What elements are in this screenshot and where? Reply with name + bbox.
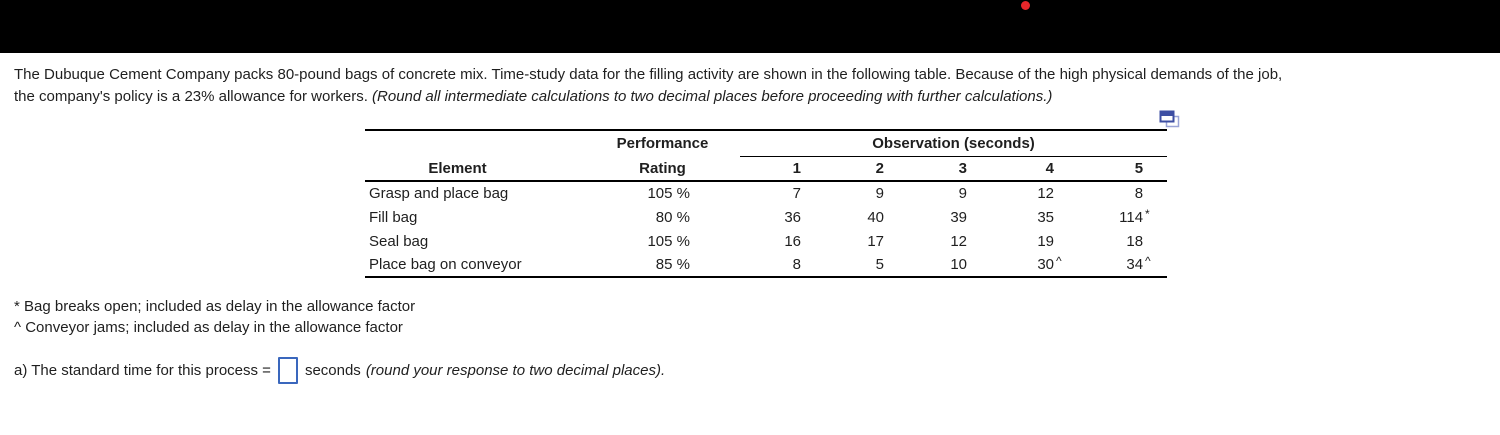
recording-dot-icon — [1021, 1, 1030, 10]
obs-value: 39 — [950, 208, 967, 226]
obs-value: 19 — [1037, 232, 1054, 250]
obs-value: 17 — [867, 232, 884, 250]
obs-value: 12 — [950, 232, 967, 250]
problem-rounding-note: (Round all intermediate calculations to … — [372, 88, 1053, 105]
rating-value: 105 % — [647, 232, 690, 250]
header-obs-3: 3 — [908, 156, 991, 182]
obs-value: 9 — [958, 185, 967, 202]
obs-value: 114 * — [1119, 206, 1150, 226]
problem-line1: The Dubuque Cement Company packs 80-poun… — [14, 66, 1283, 83]
element-name: Fill bag — [369, 208, 418, 226]
header-obs-1: 1 — [740, 156, 825, 182]
element-name: Grasp and place bag — [369, 185, 509, 202]
problem-statement: The Dubuque Cement Company packs 80-poun… — [14, 64, 1484, 108]
rating-value: 80 % — [655, 208, 690, 226]
footnote-bag-breaks: * Bag breaks open; included as delay in … — [14, 298, 416, 315]
obs-value: 5 — [825, 253, 908, 278]
footnotes: * Bag breaks open; included as delay in … — [14, 296, 415, 338]
obs-value: 36 — [784, 208, 801, 226]
header-performance: Performance — [616, 135, 709, 152]
rating-value: 85 % — [550, 253, 740, 278]
obs-value: 30 ^ — [991, 253, 1078, 278]
obs-value: 35 — [1037, 208, 1054, 226]
obs-value: 10 — [908, 253, 991, 278]
obs-value: 34 ^ — [1078, 253, 1168, 278]
header-rating: Rating — [550, 156, 740, 182]
obs-value: 7 — [792, 185, 801, 202]
problem-line2: the company's policy is a 23% allowance … — [14, 88, 373, 105]
obs-value: 8 — [1134, 185, 1144, 202]
question-rounding-note: (round your response to two decimal plac… — [365, 361, 666, 379]
element-name: Seal bag — [369, 232, 429, 250]
obs-value: 18 — [1126, 232, 1144, 250]
standard-time-input[interactable] — [277, 356, 298, 384]
question-suffix: seconds — [304, 361, 361, 379]
question-a: a) The standard time for this process = … — [14, 355, 665, 385]
header-obs-2: 2 — [825, 156, 908, 182]
element-name: Place bag on conveyor — [365, 253, 550, 278]
rating-value: 105 % — [647, 185, 690, 202]
footnote-conveyor-jams: ^ Conveyor jams; included as delay in th… — [14, 319, 403, 336]
table-row: Place bag on conveyor 85 % 8 5 10 30 ^ 34… — [365, 253, 1168, 278]
obs-value: 40 — [867, 208, 884, 226]
copy-table-icon[interactable] — [1159, 110, 1180, 129]
header-element: Element — [365, 156, 550, 182]
question-prefix: a) The standard time for this process = — [14, 361, 271, 379]
header-spacer — [365, 130, 550, 156]
time-study-table: Performance Observation (seconds) Elemen… — [365, 129, 1168, 278]
table-row: Fill bag 80 % 36 40 39 35 114 * — [365, 205, 1167, 229]
table-row: Seal bag 105 % 16 17 12 19 18 — [365, 229, 1167, 253]
header-obs-4: 4 — [991, 156, 1078, 182]
table-row: Grasp and place bag 105 % 7 9 9 12 8 — [365, 181, 1167, 205]
obs-value: 9 — [875, 185, 884, 202]
obs-value: 12 — [1037, 185, 1054, 202]
header-observation-group: Observation (seconds) — [740, 130, 1168, 157]
obs-value: 8 — [740, 253, 825, 278]
header-obs-5: 5 — [1078, 156, 1168, 182]
top-black-bar — [0, 0, 1500, 53]
obs-value: 16 — [784, 232, 801, 250]
